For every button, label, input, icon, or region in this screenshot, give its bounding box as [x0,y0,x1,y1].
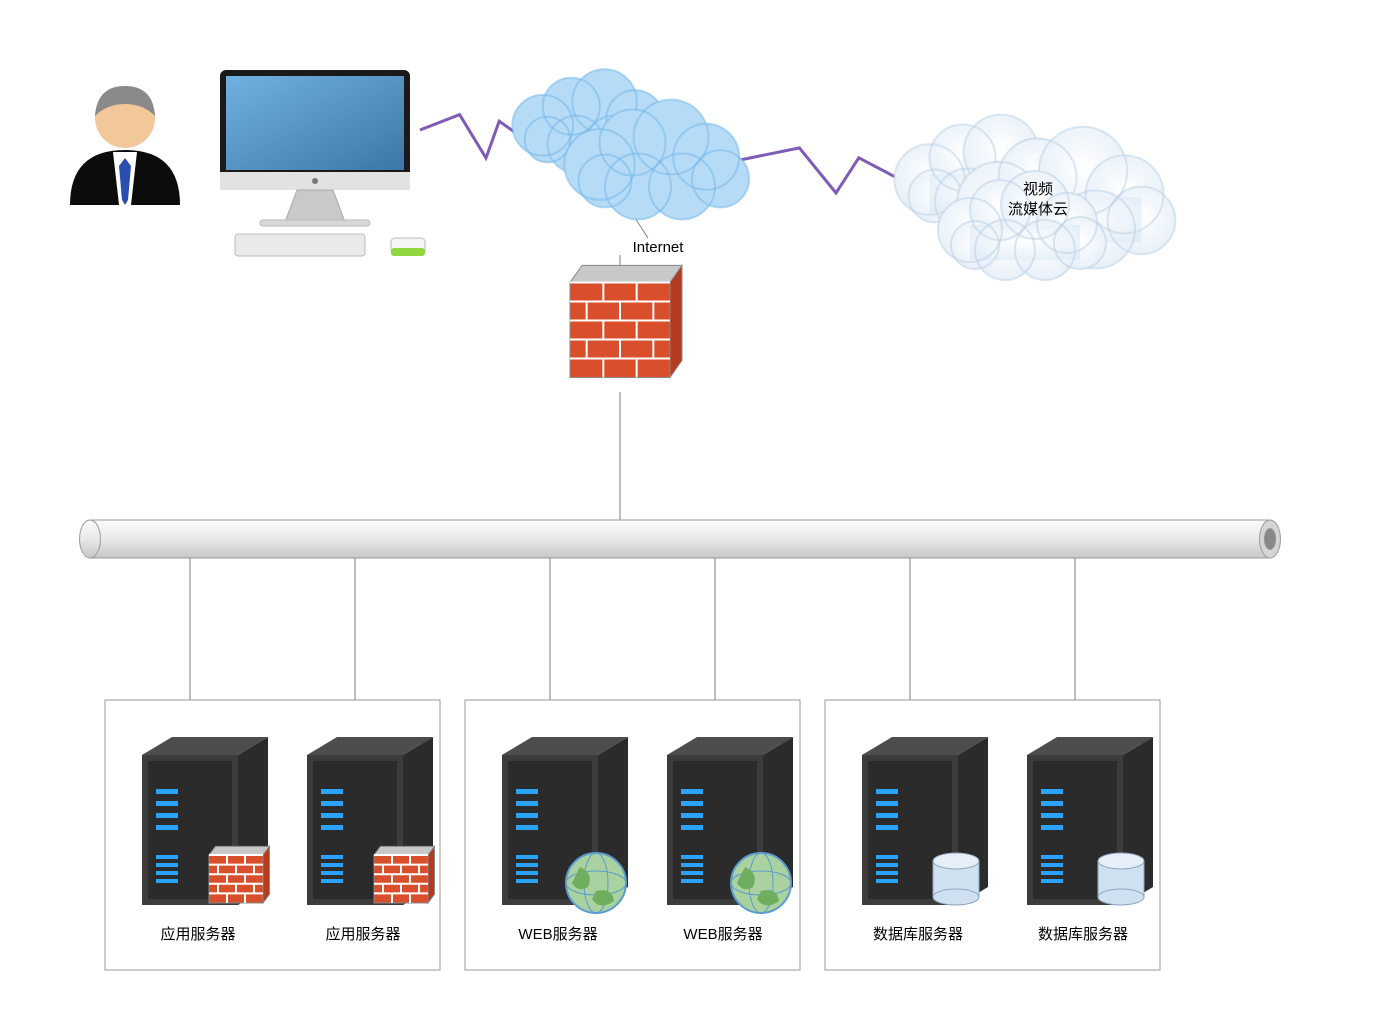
internet-cloud-icon [512,69,749,219]
server-icon: WEB服务器 [502,737,628,943]
bus-drop-lines [190,558,1075,700]
server-icon: 数据库服务器 [862,737,988,943]
internet-label: Internet [633,239,685,256]
servers: 应用服务器 应用服务器 WEB服务器 WEB服务器 数据库服务器 数据库服务器 [142,737,1153,943]
firewall-icon [570,265,682,377]
server-icon: 数据库服务器 [1027,737,1153,943]
computer-icon [220,70,425,256]
server-label: 数据库服务器 [1038,926,1128,943]
server-label: 应用服务器 [325,925,400,943]
server-label: WEB服务器 [518,926,597,943]
server-label: 应用服务器 [160,925,235,943]
server-label: WEB服务器 [683,926,762,943]
server-icon: WEB服务器 [667,737,793,943]
server-icon: 应用服务器 [307,737,434,943]
user-icon [70,86,180,205]
network-bus [80,520,1281,558]
network-diagram: 应用服务器 应用服务器 WEB服务器 WEB服务器 数据库服务器 数据库服务器 Inter… [0,0,1374,1020]
video-cloud-label-2: 流媒体云 [1008,201,1068,218]
server-label: 数据库服务器 [873,926,963,943]
video-cloud-label-1: 视频 [1023,181,1053,198]
server-icon: 应用服务器 [142,737,269,943]
